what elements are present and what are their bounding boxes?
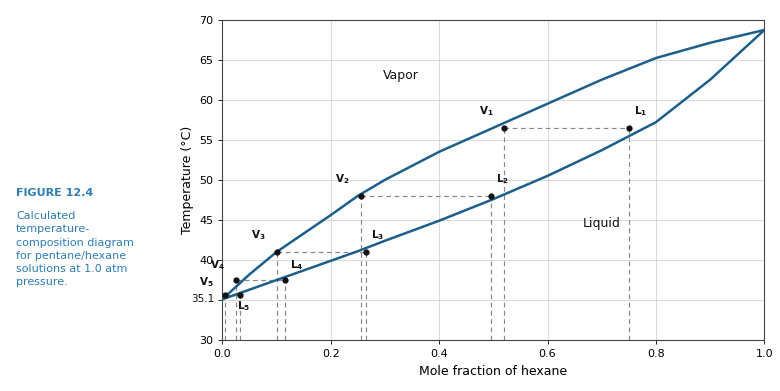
Text: $\mathbf{V_1}$: $\mathbf{V_1}$ <box>479 104 494 118</box>
Text: $\mathbf{L_2}$: $\mathbf{L_2}$ <box>496 172 509 186</box>
Text: $\mathbf{V_4}$: $\mathbf{V_4}$ <box>210 258 225 272</box>
Text: Vapor: Vapor <box>383 69 419 82</box>
Text: $\mathbf{L_3}$: $\mathbf{L_3}$ <box>371 229 385 242</box>
Text: $\mathbf{L_4}$: $\mathbf{L_4}$ <box>290 258 303 272</box>
Text: $\mathbf{V_2}$: $\mathbf{V_2}$ <box>335 172 349 186</box>
Text: FIGURE 12.4: FIGURE 12.4 <box>16 188 93 198</box>
Text: Calculated
temperature-
composition diagram
for pentane/hexane
solutions at 1.0 : Calculated temperature- composition diag… <box>16 211 134 287</box>
Y-axis label: Temperature (°C): Temperature (°C) <box>181 126 193 234</box>
Text: $\mathbf{L_1}$: $\mathbf{L_1}$ <box>634 104 647 118</box>
Text: 35.1: 35.1 <box>191 294 214 304</box>
X-axis label: Mole fraction of hexane: Mole fraction of hexane <box>420 365 567 378</box>
Text: Liquid: Liquid <box>583 217 621 230</box>
Text: $\mathbf{V_3}$: $\mathbf{V_3}$ <box>251 229 266 242</box>
Text: $\mathbf{L_5}$: $\mathbf{L_5}$ <box>237 299 250 313</box>
Text: $\mathbf{V_5}$: $\mathbf{V_5}$ <box>200 275 215 289</box>
